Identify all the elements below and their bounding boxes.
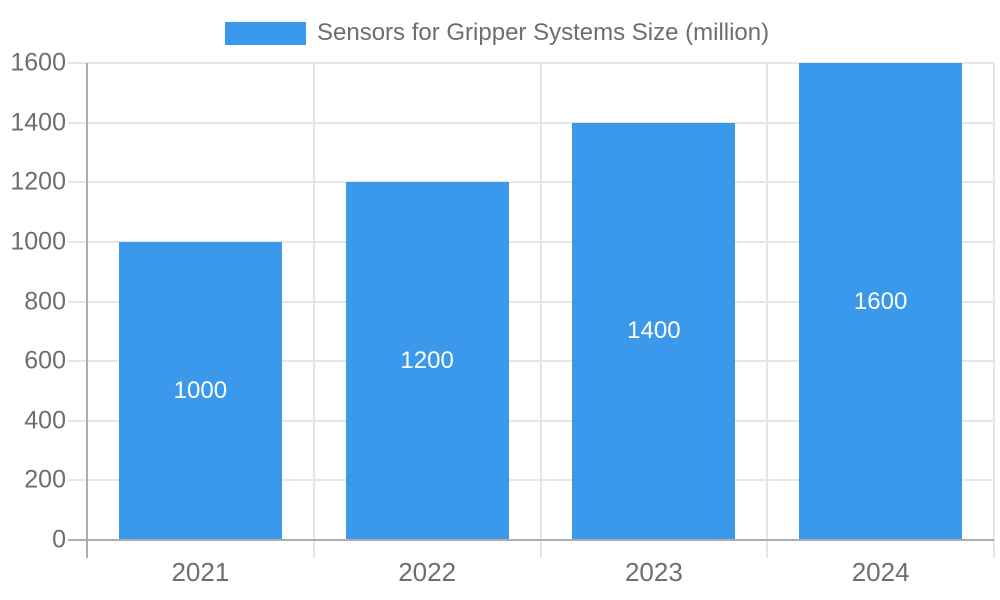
y-axis-tick <box>68 419 87 422</box>
bar <box>799 63 963 540</box>
h-gridline <box>87 300 994 303</box>
h-gridline <box>87 360 994 363</box>
plot-area: 1000 1200 1400 1600 <box>87 62 995 558</box>
h-gridline <box>87 121 994 124</box>
x-axis-baseline <box>87 539 994 541</box>
h-gridline <box>87 479 994 482</box>
x-tick-label: 2023 <box>624 557 683 587</box>
y-axis-tick <box>68 181 87 184</box>
y-axis-tick <box>68 539 87 541</box>
x-tick-label: 2024 <box>851 557 910 587</box>
v-gridline <box>312 63 315 558</box>
y-tick-label: 1200 <box>10 167 66 196</box>
y-tick-label: 200 <box>24 465 66 494</box>
bar <box>118 241 282 540</box>
y-tick-label: 800 <box>24 287 66 315</box>
y-tick-label: 600 <box>24 346 66 375</box>
y-tick-label: 0 <box>52 525 66 554</box>
bar-value-label: 1600 <box>853 287 908 315</box>
bar-value-label: 1400 <box>627 317 681 345</box>
y-axis-tick <box>68 479 87 482</box>
y-tick-label: 1400 <box>10 108 66 137</box>
y-axis-tick <box>68 300 87 303</box>
v-gridline <box>766 63 769 558</box>
y-axis-tick <box>68 121 87 124</box>
bar <box>572 122 736 540</box>
bar-value-label: 1200 <box>400 347 454 375</box>
v-gridline <box>993 63 995 558</box>
y-tick-label: 1600 <box>10 48 66 77</box>
bar-value-label: 1000 <box>173 376 228 404</box>
y-axis-tick <box>68 62 87 64</box>
y-tick-label: 1000 <box>10 227 66 256</box>
y-axis-tick <box>68 360 87 363</box>
y-tick-label: 400 <box>24 406 66 435</box>
legend-swatch-icon <box>225 21 306 45</box>
h-gridline <box>87 181 994 184</box>
x-tick-label: 2021 <box>171 557 230 587</box>
legend-label: Sensors for Gripper Systems Size (millio… <box>317 19 770 46</box>
bar <box>345 182 509 540</box>
h-gridline <box>87 62 994 64</box>
h-gridline <box>87 419 994 422</box>
v-gridline <box>539 63 542 558</box>
x-tick-label: 2022 <box>398 557 457 587</box>
y-axis-line <box>86 63 88 558</box>
h-gridline <box>87 240 994 243</box>
y-axis-tick <box>68 240 87 243</box>
legend: Sensors for Gripper Systems Size (millio… <box>225 21 769 45</box>
